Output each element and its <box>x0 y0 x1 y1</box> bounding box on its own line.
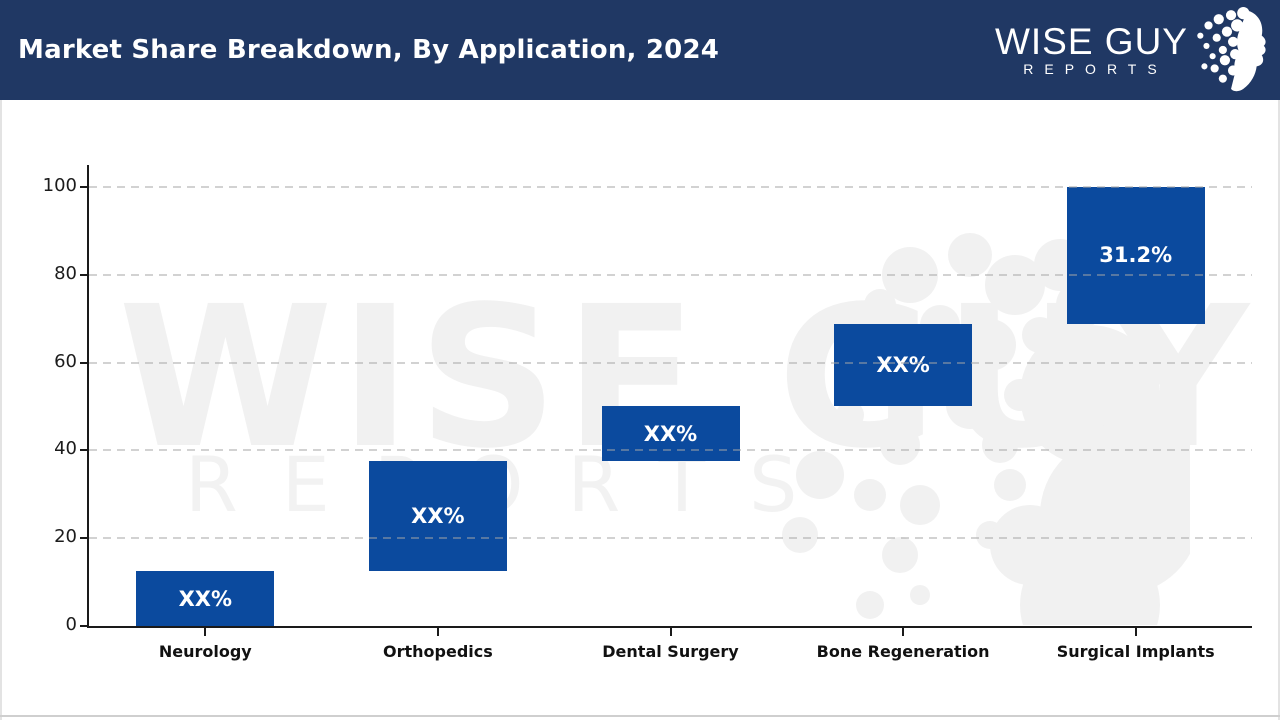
x-tick-label: Orthopedics <box>383 642 493 661</box>
x-axis-line <box>87 626 1252 628</box>
bar-orthopedics: XX% <box>368 461 507 572</box>
y-tick-mark <box>80 185 88 188</box>
x-tick-label: Bone Regeneration <box>816 642 990 661</box>
y-gridline-40 <box>89 449 1252 452</box>
x-tick-label: Surgical Implants <box>1056 642 1215 661</box>
x-tick-label: Neurology <box>158 642 252 661</box>
bar-neurology: XX% <box>136 571 275 626</box>
x-tick-mark <box>902 628 905 636</box>
logo-wordmark-sub: REPORTS <box>1023 61 1168 77</box>
x-tick-mark <box>436 628 439 636</box>
y-tick-label: 0 <box>65 614 77 635</box>
y-gridline-100 <box>89 185 1252 188</box>
bar-dental-surgery: XX% <box>601 406 740 462</box>
y-tick-label: 60 <box>54 350 77 372</box>
y-tick-label: 80 <box>54 262 77 284</box>
y-tick-mark <box>80 361 88 364</box>
y-gridline-80 <box>89 273 1252 276</box>
y-tick-label: 40 <box>54 438 77 460</box>
page-title: Market Share Breakdown, By Application, … <box>18 35 720 65</box>
bar-surgical-implants: 31.2% <box>1066 186 1205 324</box>
frame-right-border <box>1278 100 1280 720</box>
bar-value-label: XX% <box>411 504 465 529</box>
logo-wordmark: WISE GUY REPORTS <box>994 21 1188 78</box>
bar-bone-regeneration: XX% <box>834 323 973 407</box>
bar-value-label: 31.2% <box>1099 243 1173 268</box>
y-tick-label: 100 <box>42 174 77 196</box>
bar-value-label: XX% <box>876 353 930 378</box>
frame-bottom-border <box>0 715 1280 717</box>
y-gridline-20 <box>89 537 1252 540</box>
x-tick-mark <box>669 628 672 636</box>
bar-value-label: XX% <box>643 421 698 446</box>
x-tick-mark <box>204 628 207 636</box>
wiseguy-logo: WISE GUY REPORTS <box>995 7 1266 93</box>
y-tick-mark <box>80 273 88 276</box>
y-tick-mark <box>80 537 88 540</box>
y-tick-mark <box>80 625 88 627</box>
y-gridline-60 <box>89 361 1252 364</box>
y-tick-label: 20 <box>54 526 77 548</box>
frame-left-border <box>0 100 2 720</box>
logo-wordmark-main: WISE GUY <box>994 21 1188 62</box>
y-tick-mark <box>80 449 88 452</box>
y-axis-line <box>87 165 89 628</box>
logo-face-icon <box>1197 7 1266 92</box>
x-tick-mark <box>1134 628 1137 636</box>
x-tick-label: Dental Surgery <box>602 642 739 661</box>
header: Market Share Breakdown, By Application, … <box>0 0 1280 100</box>
bar-value-label: XX% <box>178 586 233 611</box>
